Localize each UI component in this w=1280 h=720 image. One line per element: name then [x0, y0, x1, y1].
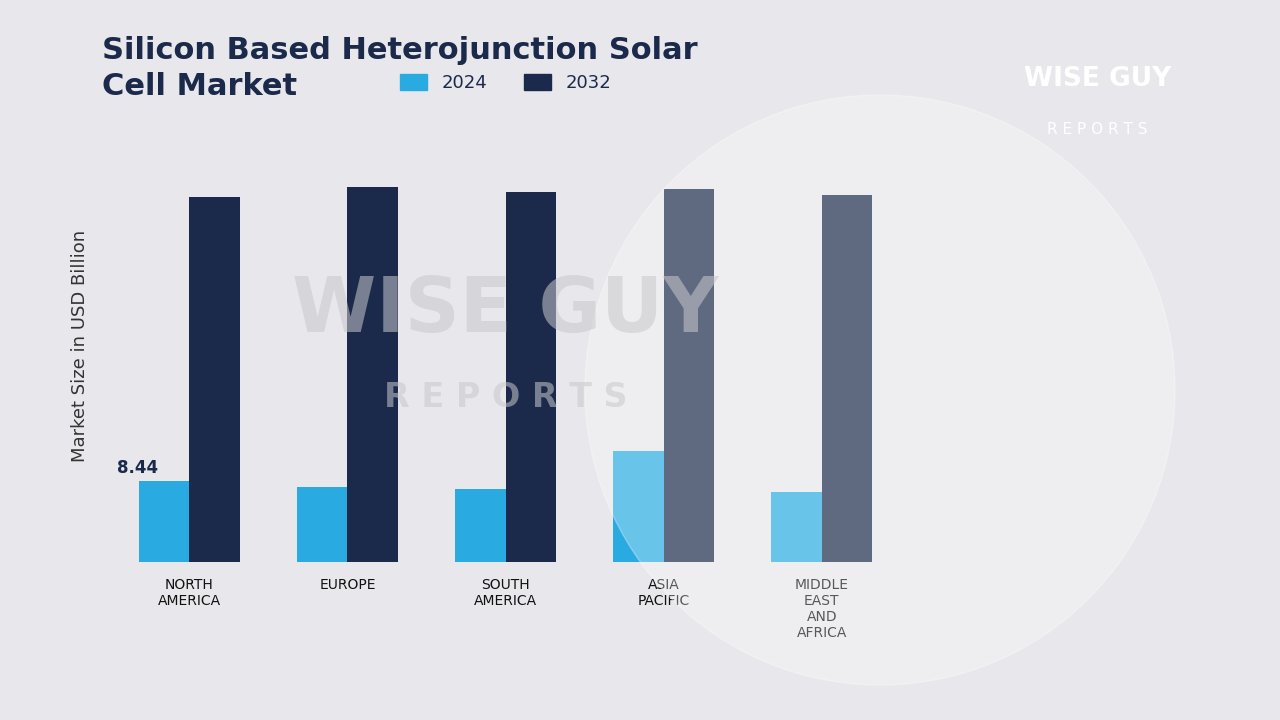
Bar [664, 189, 714, 562]
Bar [454, 489, 506, 562]
Text: WISE GUY: WISE GUY [292, 274, 719, 348]
Bar [138, 480, 189, 562]
Legend: 2024, 2032: 2024, 2032 [392, 66, 620, 102]
Circle shape [585, 95, 1175, 685]
Y-axis label: Market Size in USD Billion: Market Size in USD Billion [70, 230, 88, 462]
Bar [347, 187, 398, 562]
Text: Silicon Based Heterojunction Solar
Cell Market: Silicon Based Heterojunction Solar Cell … [102, 36, 698, 101]
Bar [613, 451, 664, 562]
Bar [297, 487, 347, 562]
Bar [189, 197, 239, 562]
Bar [772, 492, 822, 562]
Text: R E P O R T S: R E P O R T S [1047, 122, 1147, 137]
Bar [506, 192, 557, 562]
Text: 8.44: 8.44 [116, 459, 157, 477]
Text: R E P O R T S: R E P O R T S [384, 381, 627, 414]
Text: WISE GUY: WISE GUY [1024, 66, 1171, 92]
Bar [822, 195, 873, 562]
